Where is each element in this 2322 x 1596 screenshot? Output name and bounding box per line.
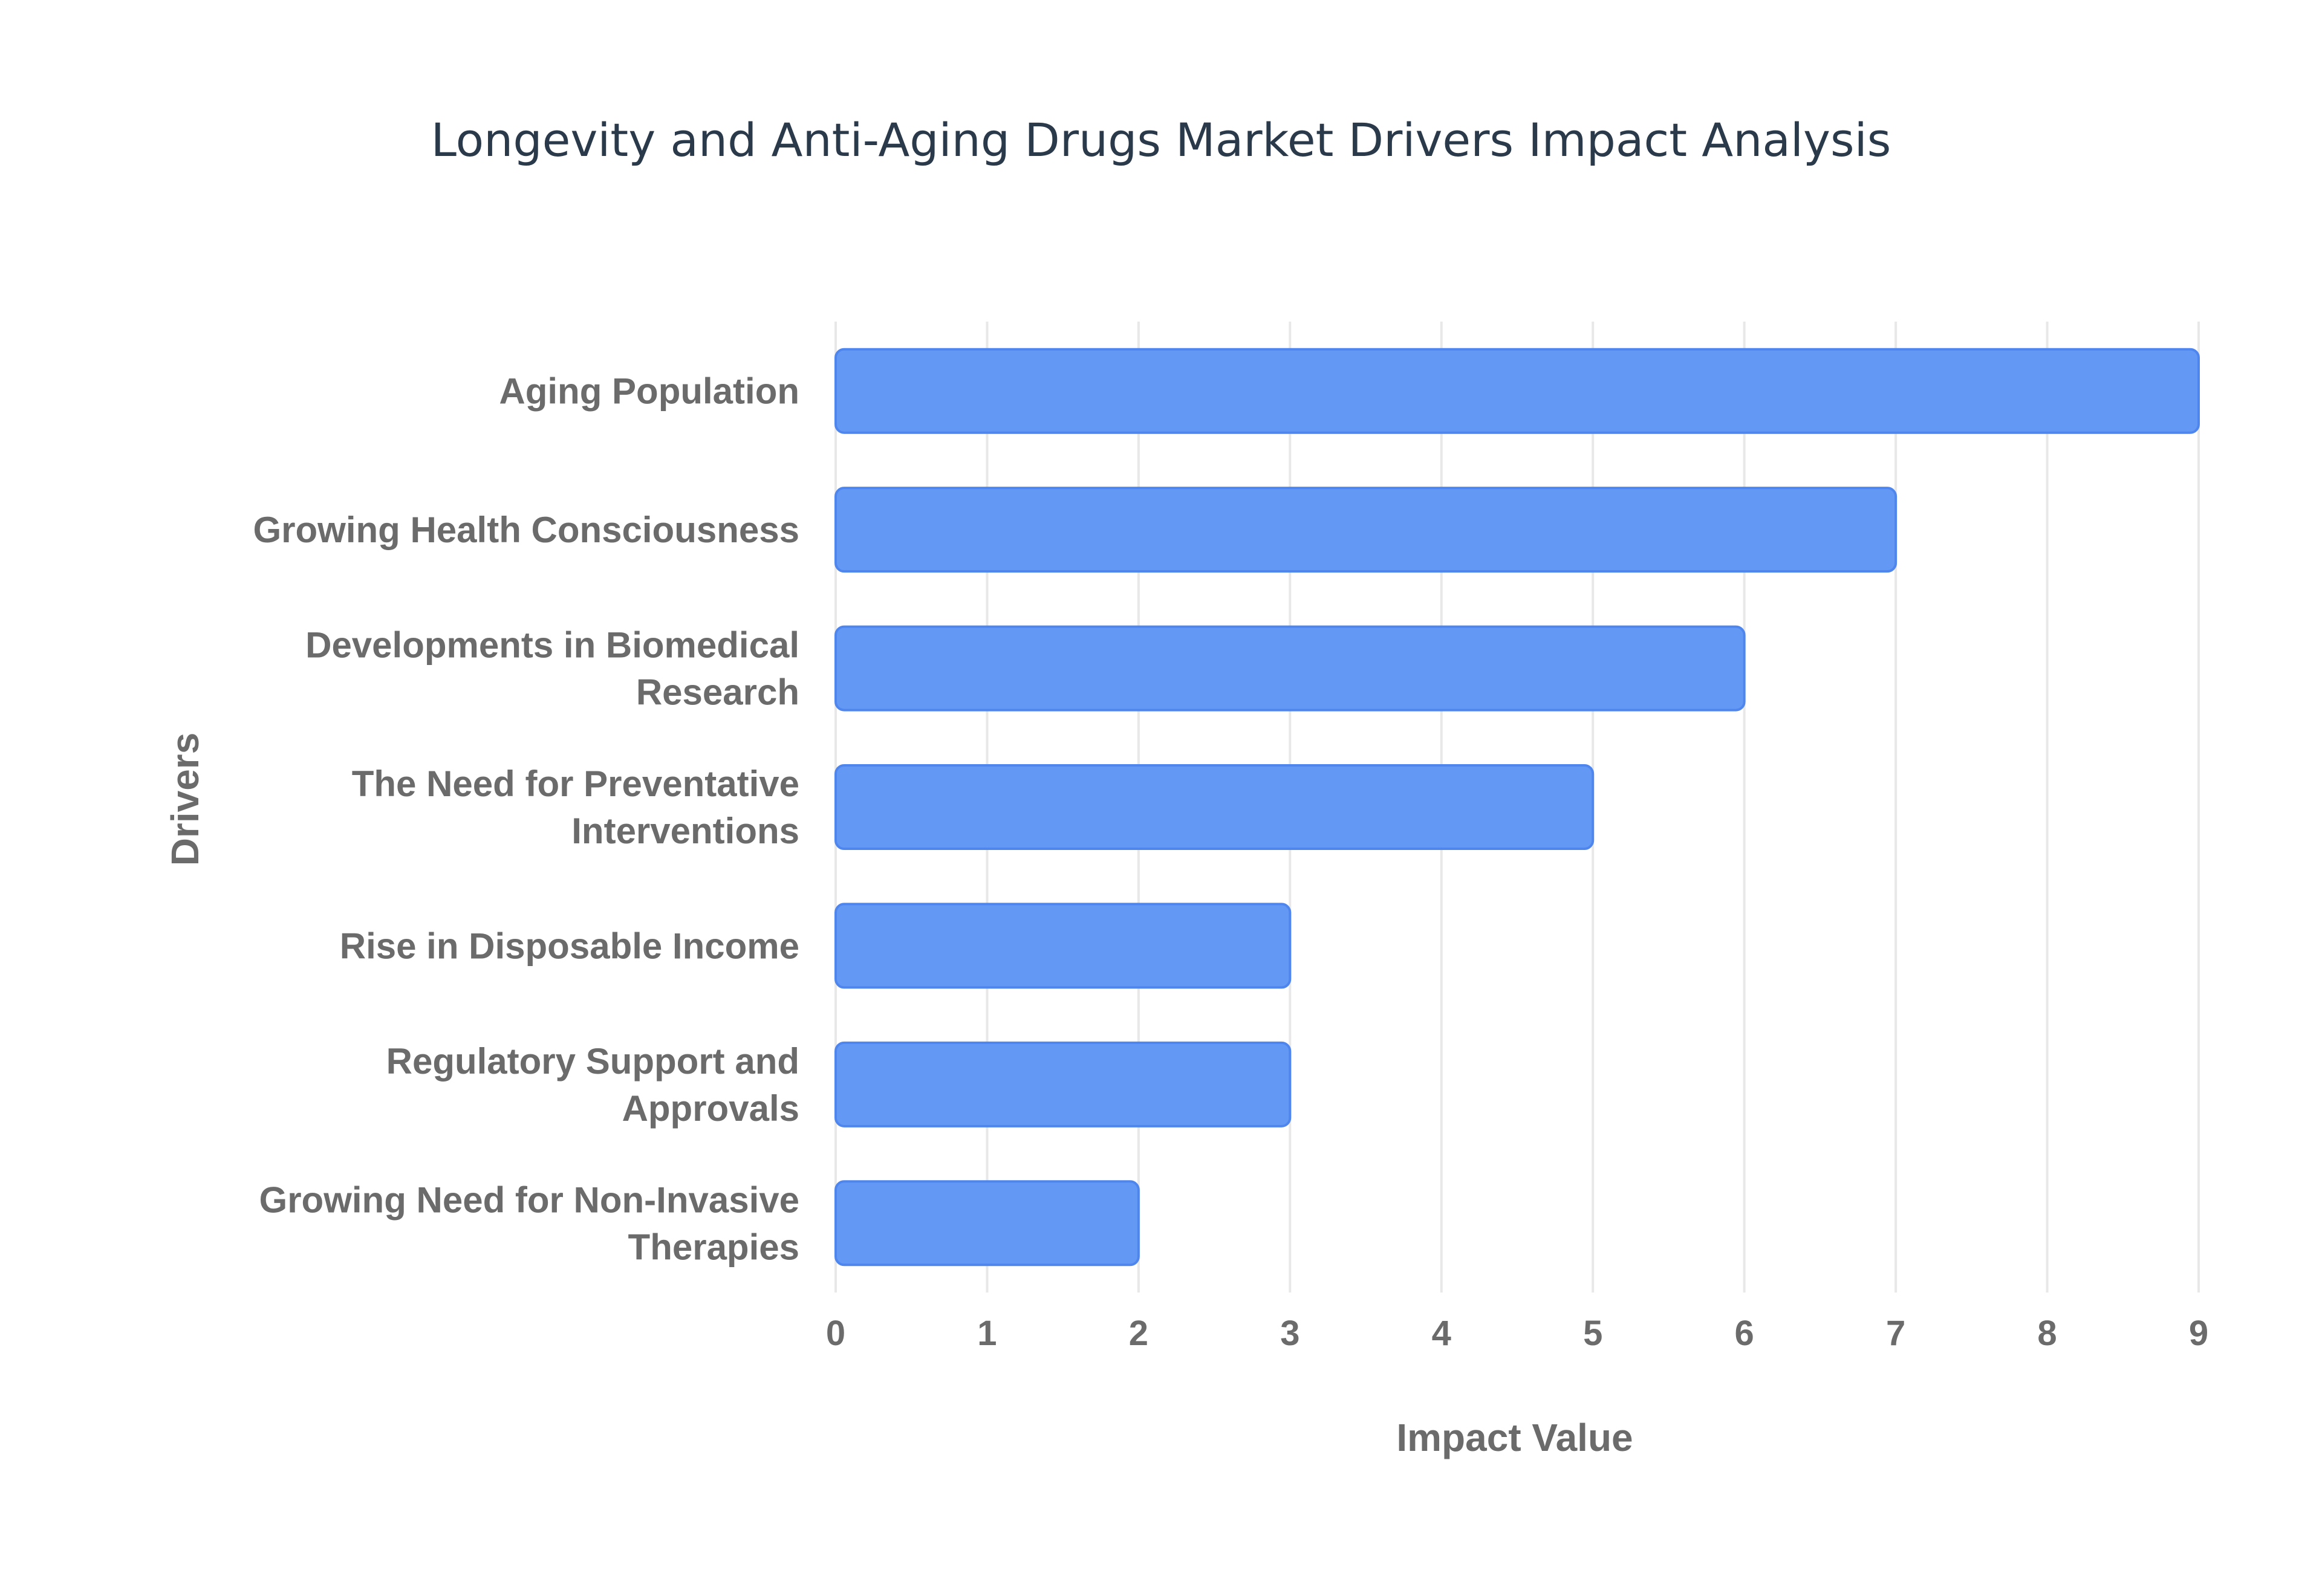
- x-tick-label: 7: [1886, 1314, 1905, 1353]
- x-tick-label: 6: [1735, 1314, 1754, 1353]
- x-tick-label: 3: [1280, 1314, 1299, 1353]
- x-tick-label: 0: [826, 1314, 845, 1353]
- category-label: Interventions: [571, 811, 799, 851]
- x-tick-label: 5: [1583, 1314, 1602, 1353]
- category-label: Approvals: [622, 1088, 799, 1129]
- category-label: Therapies: [628, 1227, 799, 1267]
- category-label: The Need for Preventative: [352, 764, 799, 804]
- x-tick-label: 1: [977, 1314, 997, 1353]
- x-tick-labels: 0 1 2 3 4 5 6 7 8 9: [826, 1314, 2208, 1353]
- category-label: Growing Health Consciousness: [253, 510, 800, 550]
- x-tick-label: 8: [2037, 1314, 2057, 1353]
- x-axis-title: Impact Value: [1396, 1416, 1633, 1459]
- bar: [834, 1041, 1292, 1127]
- bar: [834, 764, 1595, 850]
- x-tick-label: 2: [1129, 1314, 1148, 1353]
- category-label: Rise in Disposable Income: [340, 926, 799, 966]
- bar: [834, 348, 2200, 434]
- bar: [834, 625, 1746, 712]
- category-label: Aging Population: [499, 371, 799, 412]
- bar: [834, 487, 1898, 573]
- bar: [834, 1180, 1140, 1267]
- category-label: Regulatory Support and: [386, 1041, 799, 1082]
- bar: [834, 903, 1292, 989]
- category-label: Research: [636, 672, 799, 713]
- x-tick-label: 4: [1432, 1314, 1451, 1353]
- category-labels: Aging Population Growing Health Conscious…: [253, 371, 800, 1268]
- y-axis-title: Drivers: [163, 733, 207, 866]
- x-tick-label: 9: [2189, 1314, 2208, 1353]
- category-label: Developments in Biomedical: [305, 625, 799, 666]
- category-label: Growing Need for Non-Invasive: [259, 1179, 799, 1220]
- chart-title: Longevity and Anti-Aging Drugs Market Dr…: [431, 113, 1891, 167]
- bars: [834, 348, 2200, 1267]
